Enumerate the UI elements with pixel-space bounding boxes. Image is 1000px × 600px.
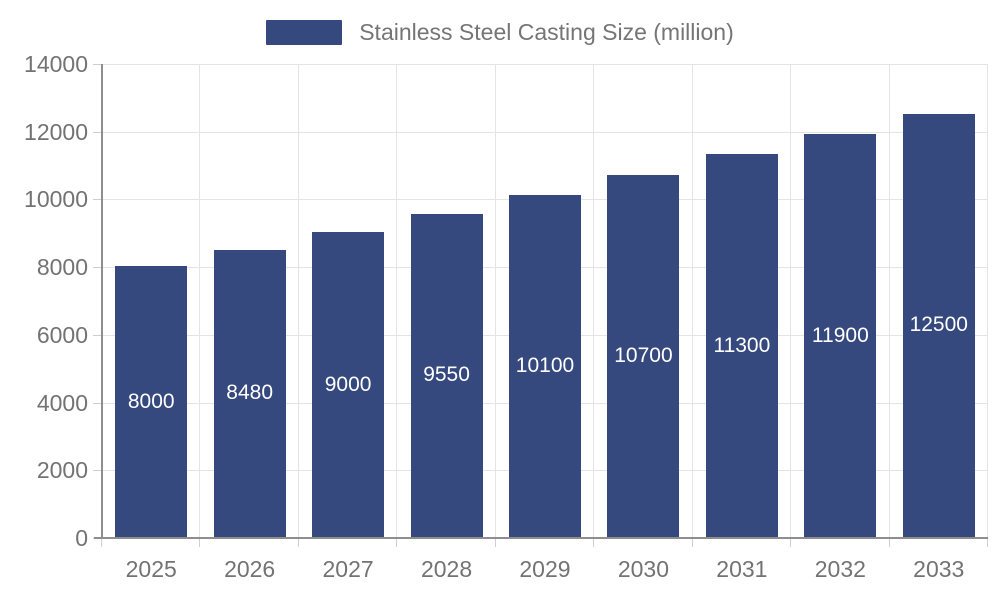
bar-value-label: 10700 [614, 343, 673, 367]
y-axis-label: 12000 [24, 118, 88, 145]
y-axis-tick [93, 131, 101, 133]
x-axis-label: 2028 [420, 556, 473, 582]
gridline-vertical [691, 64, 693, 538]
y-axis-label: 2000 [36, 457, 88, 484]
x-axis-tick [101, 539, 102, 547]
bar-value-label: 8000 [127, 389, 175, 413]
bar-value-label: 10100 [515, 354, 575, 378]
x-axis-label: 2026 [224, 556, 276, 582]
y-axis-label: 4000 [36, 389, 88, 416]
x-axis-label: 2033 [913, 556, 965, 582]
x-axis-tick [987, 539, 988, 547]
bar[interactable]: 10100 [509, 195, 581, 537]
x-axis-tick [297, 539, 299, 547]
gridline-horizontal [102, 64, 988, 65]
x-axis-line [94, 537, 988, 539]
gridline-vertical [297, 64, 299, 538]
bar-value-label: 11900 [811, 323, 869, 347]
x-axis-tick [691, 539, 693, 547]
bar-value-label: 8480 [226, 381, 274, 405]
bar-value-label: 9000 [324, 372, 372, 396]
y-axis-label: 14000 [24, 51, 88, 77]
gridline-vertical [888, 64, 890, 538]
bar[interactable]: 8000 [115, 266, 188, 537]
gridline-vertical [593, 64, 595, 538]
y-axis-tick [93, 267, 101, 269]
bar[interactable]: 11300 [705, 154, 778, 537]
bar-value-label: 9550 [423, 363, 470, 387]
x-axis-label: 2029 [519, 556, 571, 582]
bar-value-label: 11300 [713, 333, 771, 357]
y-axis-tick [93, 64, 101, 65]
bar[interactable]: 11900 [804, 134, 877, 537]
bar[interactable]: 9550 [410, 213, 483, 537]
gridline-vertical [494, 64, 496, 538]
bar[interactable]: 8480 [213, 249, 286, 537]
gridline-vertical [199, 64, 201, 538]
bar[interactable]: 10700 [607, 174, 680, 537]
gridline-vertical [790, 64, 792, 538]
y-axis-tick [93, 334, 101, 336]
x-axis-tick [593, 539, 595, 547]
y-axis-line [101, 64, 103, 538]
legend[interactable]: Stainless Steel Casting Size (million) [0, 16, 1000, 48]
x-axis-label: 2030 [617, 556, 670, 582]
x-axis-tick [790, 539, 792, 547]
x-axis-label: 2032 [814, 556, 866, 582]
y-axis-label: 10000 [24, 186, 88, 213]
gridline-vertical [396, 64, 398, 538]
plot-area: 8000 8480 9000 9550 10100 10700 11300 11900 1250… [93, 64, 988, 547]
x-axis-tick [199, 539, 201, 547]
gridline-vertical [987, 64, 988, 538]
gridline-horizontal [102, 131, 988, 133]
y-axis-tick [93, 470, 101, 472]
y-axis-label: 0 [75, 525, 88, 551]
x-axis-label: 2025 [125, 556, 177, 582]
y-axis-tick [93, 199, 101, 201]
x-axis-label: 2031 [716, 556, 768, 582]
y-axis-tick [93, 402, 101, 404]
bar[interactable]: 12500 [902, 113, 975, 537]
bar[interactable]: 9000 [312, 232, 385, 537]
y-axis-label: 6000 [36, 321, 88, 348]
bar-value-label: 12500 [909, 313, 968, 337]
legend-swatch[interactable] [266, 19, 343, 45]
y-axis-label: 8000 [36, 254, 88, 281]
x-axis-tick [888, 539, 890, 547]
x-axis-tick [396, 539, 398, 547]
x-axis-tick [494, 539, 496, 547]
legend-label: Stainless Steel Casting Size (million) [359, 18, 734, 45]
x-axis-label: 2027 [322, 556, 374, 582]
